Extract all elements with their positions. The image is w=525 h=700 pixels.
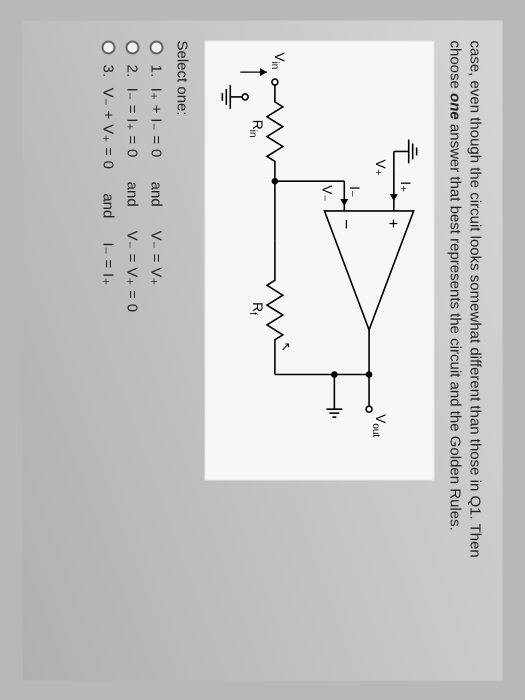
node-out2: [331, 372, 336, 377]
opt1-num: 1.: [148, 64, 165, 77]
opt3-lhs: V₋ + V₊ = 0: [99, 87, 117, 169]
label-iminus: I₋: [347, 186, 363, 197]
label-vminus: V₋: [319, 185, 335, 202]
resistor-rf: [266, 240, 282, 374]
label-rin: Rin: [247, 119, 266, 137]
opt1-lhs: I₊ + I₋ = 0: [147, 87, 165, 157]
resistor-rin: [266, 82, 282, 181]
radio-icon[interactable]: [125, 40, 139, 54]
options-group: 1. I₊ + I₋ = 0 and V₋ = V₊ 2. I₋ = I₊ = …: [99, 40, 165, 660]
label-vplus: V₊: [373, 159, 389, 176]
label-rf: Rf: [247, 302, 266, 315]
option-1[interactable]: 1. I₊ + I₋ = 0 and V₋ = V₊: [147, 40, 165, 660]
opt2-num: 2.: [124, 64, 141, 77]
select-one-label: Select one:: [173, 40, 190, 660]
opt3-and: and: [100, 193, 117, 218]
label-iplus: I₊: [397, 181, 413, 192]
option-3[interactable]: 3. V₋ + V₊ = 0 and I₋ = I₊: [99, 40, 117, 660]
label-vin: Vin: [268, 52, 287, 69]
radio-icon[interactable]: [149, 40, 163, 54]
label-vout: Vout: [370, 414, 389, 437]
opt2-lhs: I₋ = I₊ = 0: [123, 87, 141, 157]
q-line1: case, even though the circuit looks some…: [467, 40, 484, 557]
node-vout: [366, 406, 372, 412]
option-2[interactable]: 2. I₋ = I₊ = 0 and V₋ = V₊ = 0: [123, 40, 141, 660]
q-line2-post: answer that best represents the circuit …: [446, 119, 463, 530]
opt1-and: and: [148, 181, 165, 206]
opt2-and: and: [124, 181, 141, 206]
radio-icon[interactable]: [101, 40, 115, 54]
opt2-rhs: V₋ = V₊ = 0: [123, 230, 141, 312]
circuit-diagram: I₊ I₋ V₊ V₋ + − Vout Vin Rin Rf ↖: [204, 40, 434, 480]
arrow-iminus-head: [340, 199, 348, 206]
arrow-vin-head: [260, 68, 267, 76]
node-vin: [271, 79, 277, 85]
arrow-iplus-head: [389, 194, 397, 201]
quiz-page: case, even though the circuit looks some…: [23, 20, 503, 680]
label-minus: −: [336, 218, 356, 228]
node-out: [366, 372, 371, 377]
cursor-icon: ↖: [278, 341, 292, 351]
opt3-rhs: I₋ = I₊: [99, 242, 117, 285]
opt3-num: 3.: [100, 64, 117, 77]
opt1-rhs: V₋ = V₊: [147, 230, 165, 285]
label-plus: +: [383, 218, 400, 227]
question-text: case, even though the circuit looks some…: [444, 40, 485, 660]
circuit-svg: I₊ I₋ V₊ V₋ + − Vout Vin Rin Rf ↖: [205, 41, 433, 479]
q-line2-pre: choose: [446, 40, 463, 93]
node-gnd-bl: [242, 93, 248, 99]
q-line2-em: one: [446, 93, 463, 120]
